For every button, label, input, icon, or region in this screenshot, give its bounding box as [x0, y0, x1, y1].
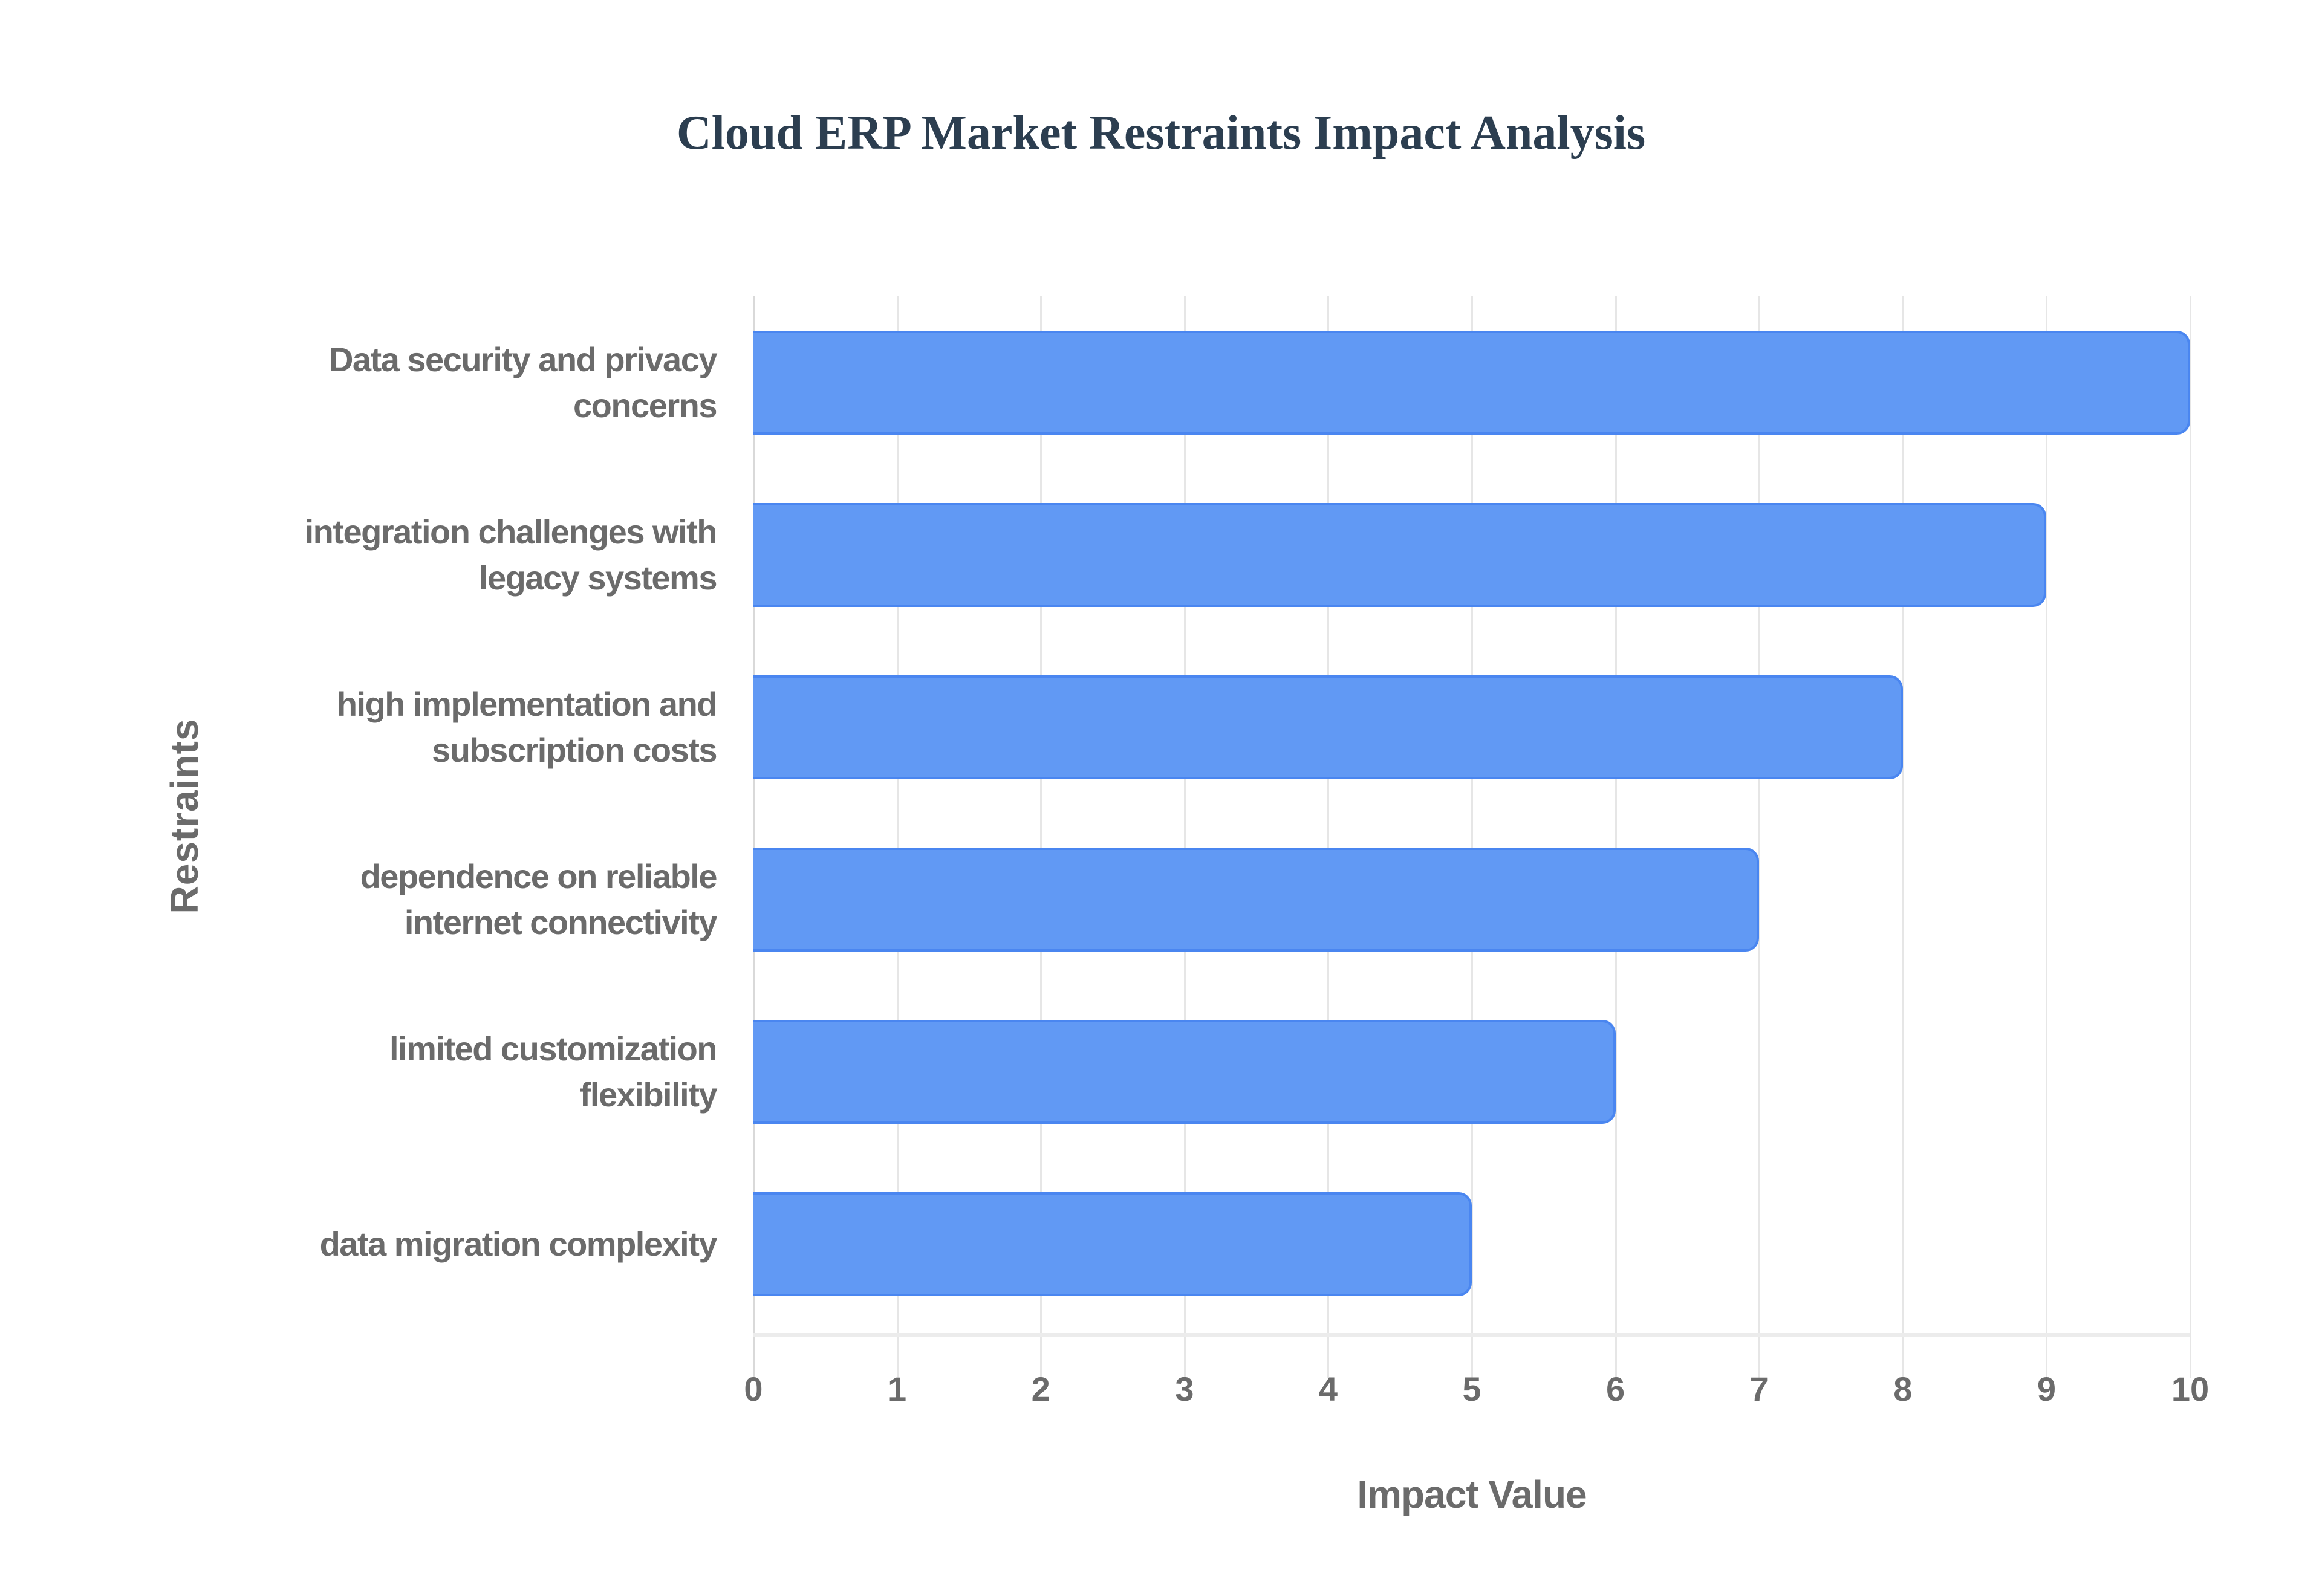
bar[interactable] [753, 1020, 1616, 1124]
gridline [753, 296, 755, 1378]
gridline [1758, 296, 1761, 1378]
bar[interactable] [753, 1192, 1472, 1296]
y-axis-label: high implementation and subscription cost… [172, 681, 718, 773]
gridline [896, 296, 899, 1378]
bar[interactable] [753, 848, 1760, 952]
x-axis-title: Impact Value [1357, 1473, 1587, 1516]
x-axis-tick: 5 [1462, 1370, 1481, 1408]
y-axis-label-line: integration challenges with [304, 513, 718, 551]
y-axis-label-line: Data security and privacy [328, 340, 718, 378]
y-axis-label: Data security and privacy concerns [172, 337, 718, 429]
x-axis-tick: 2 [1031, 1370, 1050, 1408]
gridline [2190, 296, 2191, 1378]
x-axis-tick: 7 [1749, 1370, 1769, 1408]
y-axis-label-line: limited customization [389, 1030, 718, 1068]
bar[interactable] [753, 331, 2190, 435]
gridline [1183, 296, 1186, 1378]
x-axis-tick: 3 [1175, 1370, 1194, 1408]
x-axis-tick: 4 [1318, 1370, 1338, 1408]
x-axis-tick: 9 [2037, 1370, 2056, 1408]
y-axis-label: data migration complexity [172, 1221, 718, 1267]
x-axis-tick: 6 [1606, 1370, 1625, 1408]
bar[interactable] [753, 675, 1903, 779]
gridline [1471, 296, 1473, 1378]
y-axis-label-line: concerns [573, 386, 718, 424]
chart-title: Cloud ERP Market Restraints Impact Analy… [676, 106, 1646, 160]
y-axis-label-line: internet connectivity [404, 903, 718, 941]
y-axis-label: limited customization flexibility [172, 1026, 718, 1118]
y-axis-label: integration challenges with legacy system… [172, 509, 718, 601]
x-axis-tick: 10 [2171, 1370, 2210, 1408]
x-axis-tick: 8 [1893, 1370, 1913, 1408]
y-axis-label-line: data migration complexity [319, 1225, 718, 1263]
bar[interactable] [753, 503, 2047, 607]
y-axis-label-line: dependence on reliable [360, 857, 718, 895]
gridline [1327, 296, 1330, 1378]
y-axis-label-line: flexibility [579, 1075, 718, 1114]
x-axis-line [753, 1333, 2190, 1337]
x-axis-tick: 1 [888, 1370, 907, 1408]
gridline [2046, 296, 2048, 1378]
y-axis-label: dependence on reliable internet connectiv… [172, 854, 718, 946]
y-axis-label-line: subscription costs [432, 731, 717, 769]
gridline [1040, 296, 1042, 1378]
gridline [1902, 296, 1904, 1378]
y-axis-label-line: high implementation and [336, 685, 718, 723]
plot-area [753, 296, 2191, 1378]
x-axis-tick: 0 [744, 1370, 763, 1408]
gridline [1615, 296, 1617, 1378]
y-axis-label-line: legacy systems [478, 559, 718, 597]
